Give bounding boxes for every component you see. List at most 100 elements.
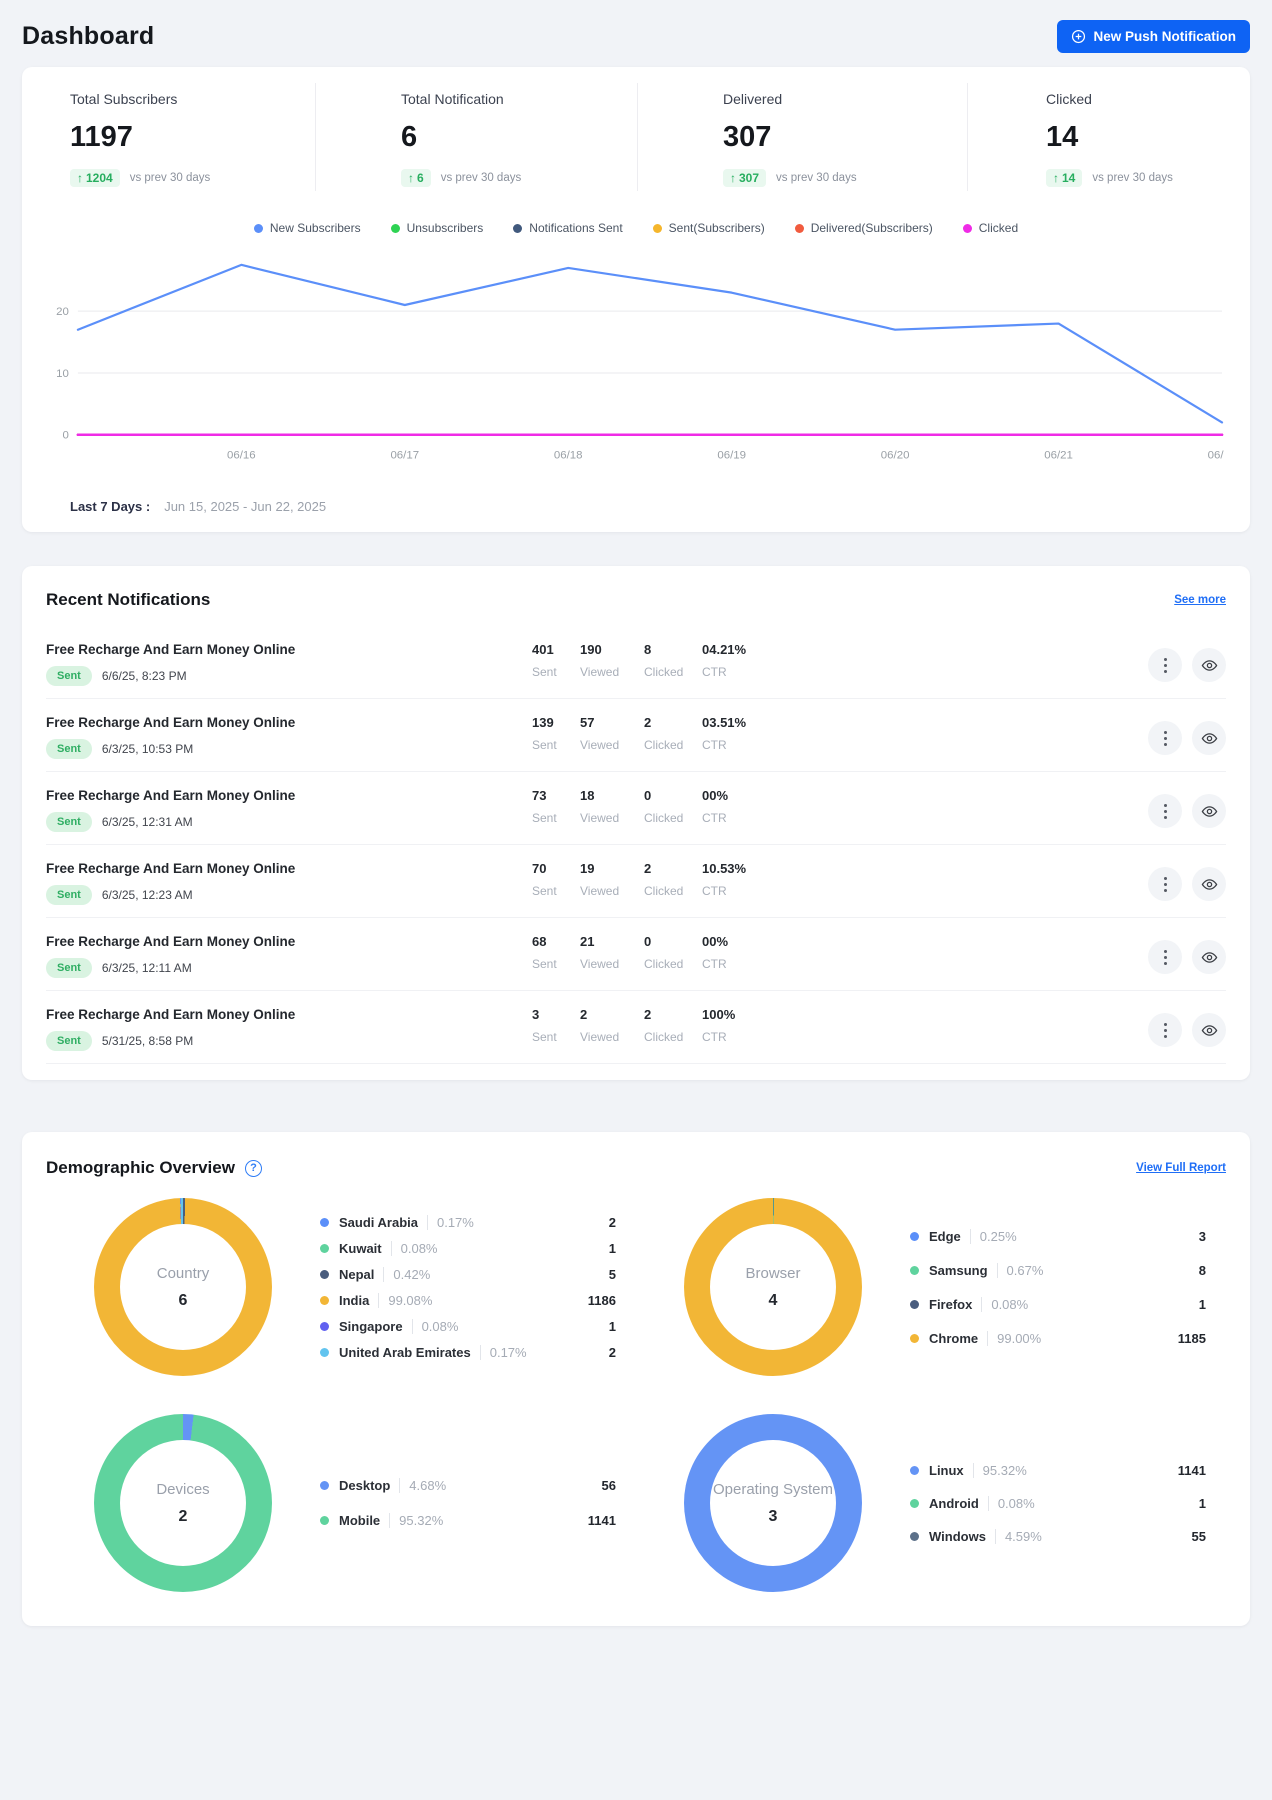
- legend-dot: [390, 223, 400, 233]
- eye-icon: [1201, 732, 1217, 744]
- more-options-button[interactable]: [1148, 648, 1182, 682]
- viewed-label: Viewed: [580, 1030, 620, 1044]
- legend-item-sent-subscribers[interactable]: Sent(Subscribers): [652, 221, 765, 235]
- legend-item-notifications-sent[interactable]: Notifications Sent: [513, 221, 623, 235]
- notification-title: Free Recharge And Earn Money Online: [46, 934, 296, 949]
- status-badge: Sent: [46, 1031, 92, 1051]
- ctr-value: 00%: [702, 934, 729, 949]
- delta-pill: ↑ 14: [1046, 169, 1083, 187]
- legend-segment-label: Firefox: [929, 1296, 973, 1312]
- stat-label: Delivered: [723, 91, 783, 107]
- legend-item-new-subscribers[interactable]: New Subscribers: [253, 221, 361, 235]
- clicked-value: 2: [644, 1007, 652, 1022]
- stat-col-clicked: 8 Clicked: [644, 640, 702, 679]
- legend-item-delivered-subscribers[interactable]: Delivered(Subscribers): [794, 221, 933, 235]
- donut-legend-row: Singapore 0.08% 1: [320, 1318, 616, 1334]
- stat-total-notification: Total Notification 6 ↑ 6 vs prev 30 days: [316, 83, 638, 191]
- notification-main: Free Recharge And Earn Money Online Sent…: [46, 1005, 532, 1051]
- svg-text:06/18: 06/18: [554, 450, 583, 462]
- up-arrow-icon: ↑: [730, 171, 736, 185]
- svg-text:06/22: 06/22: [1208, 450, 1224, 462]
- preview-button[interactable]: [1192, 1013, 1226, 1047]
- demographic-grid: Country 6 Saudi Arabia 0.17% 2 Kuwait 0.08% 1…: [46, 1186, 1226, 1604]
- clicked-value: 8: [644, 642, 652, 657]
- stat-col-viewed: 2 Viewed: [580, 1005, 644, 1044]
- stat-clicked: Clicked 14 ↑ 14 vs prev 30 days: [968, 83, 1224, 191]
- stat-total-subscribers: Total Subscribers 1197 ↑ 1204 vs prev 30 …: [48, 83, 316, 191]
- donut-name: Operating System: [712, 1480, 834, 1498]
- legend-segment-label: Edge: [929, 1228, 961, 1244]
- notification-date: 6/3/25, 12:23 AM: [101, 888, 193, 902]
- legend-segment-percent: 0.08%: [981, 1296, 1028, 1312]
- clicked-value: 0: [644, 934, 652, 949]
- notification-date: 6/6/25, 8:23 PM: [101, 669, 187, 683]
- ctr-value: 00%: [702, 788, 729, 803]
- recent-notifications-header: Recent Notifications See more: [46, 566, 1226, 626]
- preview-button[interactable]: [1192, 648, 1226, 682]
- stat-value: 1197: [70, 121, 133, 153]
- sent-label: Sent: [532, 665, 557, 679]
- delta-value: 1204: [86, 171, 113, 185]
- preview-button[interactable]: [1192, 940, 1226, 974]
- ctr-label: CTR: [702, 738, 727, 752]
- sent-label: Sent: [532, 1030, 557, 1044]
- help-icon[interactable]: ?: [244, 1159, 262, 1177]
- more-options-button[interactable]: [1148, 940, 1182, 974]
- viewed-label: Viewed: [580, 811, 620, 825]
- more-options-button[interactable]: [1148, 1013, 1182, 1047]
- view-full-report-link[interactable]: View Full Report: [1136, 1162, 1226, 1174]
- demographic-header: Demographic Overview ? View Full Report: [46, 1132, 1226, 1186]
- donut-legend-row: United Arab Emirates 0.17% 2: [320, 1344, 616, 1360]
- donut-center: Browser 4: [684, 1198, 862, 1376]
- kebab-icon: [1163, 949, 1167, 965]
- legend-color-dot: [320, 1321, 329, 1331]
- legend-item-unsubscribers[interactable]: Unsubscribers: [390, 221, 483, 235]
- clicked-label: Clicked: [644, 957, 684, 971]
- preview-button[interactable]: [1192, 867, 1226, 901]
- recent-notifications-title: Recent Notifications: [46, 590, 211, 609]
- legend-segment-percent: 0.25%: [969, 1228, 1017, 1244]
- see-more-link[interactable]: See more: [1174, 594, 1226, 606]
- preview-button[interactable]: [1192, 721, 1226, 755]
- clicked-label: Clicked: [644, 884, 684, 898]
- new-push-notification-button[interactable]: New Push Notification: [1057, 20, 1250, 53]
- kebab-icon: [1163, 803, 1167, 819]
- notification-meta: Sent 5/31/25, 8:58 PM: [46, 1031, 532, 1051]
- legend-item-clicked[interactable]: Clicked: [962, 221, 1018, 235]
- donut-chart: Devices 2: [94, 1414, 272, 1592]
- donut-legend-row: Chrome 99.00% 1185: [910, 1330, 1206, 1346]
- legend-segment-label: Chrome: [929, 1330, 979, 1346]
- donut-name: Country: [156, 1264, 210, 1282]
- stat-col-viewed: 19 Viewed: [580, 859, 644, 898]
- more-options-button[interactable]: [1148, 867, 1182, 901]
- legend-segment-percent: 0.67%: [996, 1262, 1043, 1278]
- new-push-notification-label: New Push Notification: [1093, 29, 1236, 44]
- status-badge: Sent: [46, 812, 92, 832]
- stat-col-ctr: 04.21% CTR: [702, 640, 794, 679]
- notification-main: Free Recharge And Earn Money Online Sent…: [46, 640, 532, 686]
- donut-center: Devices 2: [94, 1414, 272, 1592]
- stat-delta-row: ↑ 14 vs prev 30 days: [1046, 169, 1224, 187]
- legend-segment-count: 3: [1198, 1228, 1206, 1244]
- kebab-icon: [1163, 1022, 1167, 1038]
- notification-main: Free Recharge And Earn Money Online Sent…: [46, 932, 532, 978]
- sent-value: 139: [532, 715, 554, 730]
- legend-color-dot: [320, 1269, 329, 1279]
- preview-button[interactable]: [1192, 794, 1226, 828]
- clicked-label: Clicked: [644, 665, 684, 679]
- legend-segment-percent: 99.08%: [378, 1292, 432, 1308]
- viewed-value: 19: [580, 861, 595, 876]
- legend-segment-count: 55: [1191, 1528, 1206, 1544]
- legend-segment-count: 1: [1198, 1296, 1206, 1312]
- stat-col-ctr: 00% CTR: [702, 786, 794, 825]
- legend-dot: [652, 223, 662, 233]
- donut-chart: Operating System 3: [684, 1414, 862, 1592]
- more-options-button[interactable]: [1148, 721, 1182, 755]
- stat-value: 6: [401, 121, 418, 153]
- kebab-icon: [1163, 657, 1167, 673]
- legend-segment-percent: 95.32%: [972, 1462, 1027, 1478]
- period-label: Last 7 Days :: [70, 499, 151, 514]
- donut-legend-row: Linux 95.32% 1141: [910, 1462, 1206, 1478]
- chart-legend: New Subscribers Unsubscribers Notificati…: [48, 221, 1224, 235]
- more-options-button[interactable]: [1148, 794, 1182, 828]
